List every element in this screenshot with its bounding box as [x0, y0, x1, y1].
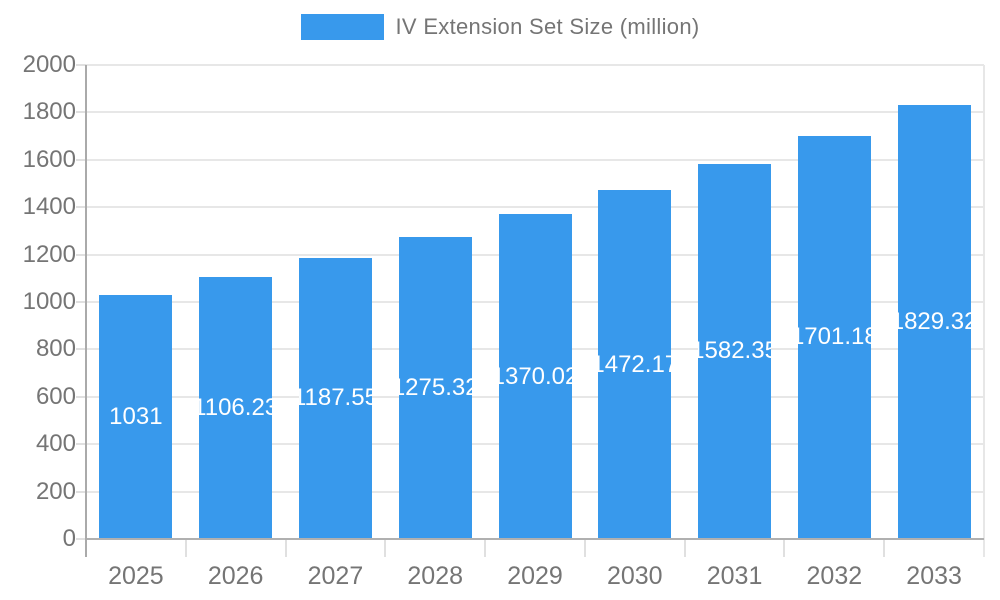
bar-value-label: 1472.17: [598, 350, 671, 378]
x-axis-tick-label: 2029: [507, 562, 563, 590]
x-axis-tick: [883, 539, 886, 557]
x-axis-baseline: [86, 538, 984, 540]
x-axis-tick-label: 2030: [606, 562, 663, 590]
bar-value-label: 1031: [109, 402, 163, 430]
y-axis-line: [85, 65, 87, 557]
y-axis-tick: [76, 253, 86, 256]
y-axis-tick-label: 600: [35, 382, 76, 410]
x-axis-tick: [583, 539, 586, 557]
bar-2028[interactable]: 1275.32: [398, 236, 472, 539]
x-axis-tick-label: 2025: [108, 562, 164, 590]
y-axis-tick-label: 1000: [22, 288, 76, 315]
y-axis-tick-label: 1600: [22, 145, 76, 173]
y-axis-tick: [76, 301, 86, 303]
y-axis-tick: [76, 538, 86, 540]
y-axis-tick-label: 0: [62, 525, 76, 552]
y-axis-tick-label: 1200: [22, 240, 76, 268]
bar-2032[interactable]: 1701.18: [797, 135, 871, 539]
legend: IV Extension Set Size (million): [0, 14, 1000, 40]
y-axis-tick-label: 200: [35, 477, 76, 505]
x-axis-tick: [284, 539, 287, 557]
x-axis-tick: [384, 539, 387, 557]
bar-2025[interactable]: 1031: [99, 294, 173, 539]
bar-2029[interactable]: 1370.02: [498, 214, 572, 539]
gridline: [86, 158, 984, 161]
y-axis-tick-label: 800: [35, 335, 76, 363]
x-axis-tick: [184, 539, 187, 557]
x-axis-tick-label: 2032: [806, 562, 863, 590]
bar-2030[interactable]: 1472.17: [598, 190, 672, 539]
y-axis-tick: [76, 490, 86, 493]
y-axis-tick: [76, 443, 86, 446]
y-axis-tick-label: 1800: [22, 98, 76, 126]
bar-2027[interactable]: 1187.55: [298, 257, 372, 539]
bar-value-label: 1187.55: [299, 384, 372, 412]
legend-swatch-icon[interactable]: [300, 14, 384, 40]
y-axis-tick: [76, 206, 86, 209]
y-axis-tick-label: 1400: [22, 193, 76, 221]
bar-value-label: 1701.18: [798, 323, 871, 351]
x-axis-tick-label: 2031: [706, 562, 763, 590]
x-axis-tick-label: 2026: [207, 562, 264, 590]
y-axis-tick: [76, 348, 86, 351]
x-axis-tick: [683, 539, 686, 557]
x-axis-tick-label: 2033: [906, 562, 962, 590]
legend-label[interactable]: IV Extension Set Size (million): [395, 14, 700, 39]
bar-value-label: 1275.32: [399, 373, 472, 401]
bar-value-label: 1370.02: [499, 362, 572, 390]
plot-right-border: [983, 65, 985, 557]
x-axis-tick: [783, 539, 786, 557]
y-axis-tick: [76, 158, 86, 161]
gridline: [86, 206, 984, 209]
gridline: [86, 64, 984, 66]
y-axis-tick: [76, 395, 86, 398]
y-axis-tick: [76, 64, 86, 66]
x-axis-tick: [484, 539, 487, 557]
x-axis-tick-label: 2028: [407, 562, 464, 590]
y-axis-tick-label: 400: [35, 430, 76, 458]
y-axis-tick: [76, 111, 86, 114]
gridline: [86, 111, 984, 114]
x-axis-tick-label: 2027: [307, 562, 364, 590]
y-axis-tick-label: 2000: [22, 51, 76, 78]
